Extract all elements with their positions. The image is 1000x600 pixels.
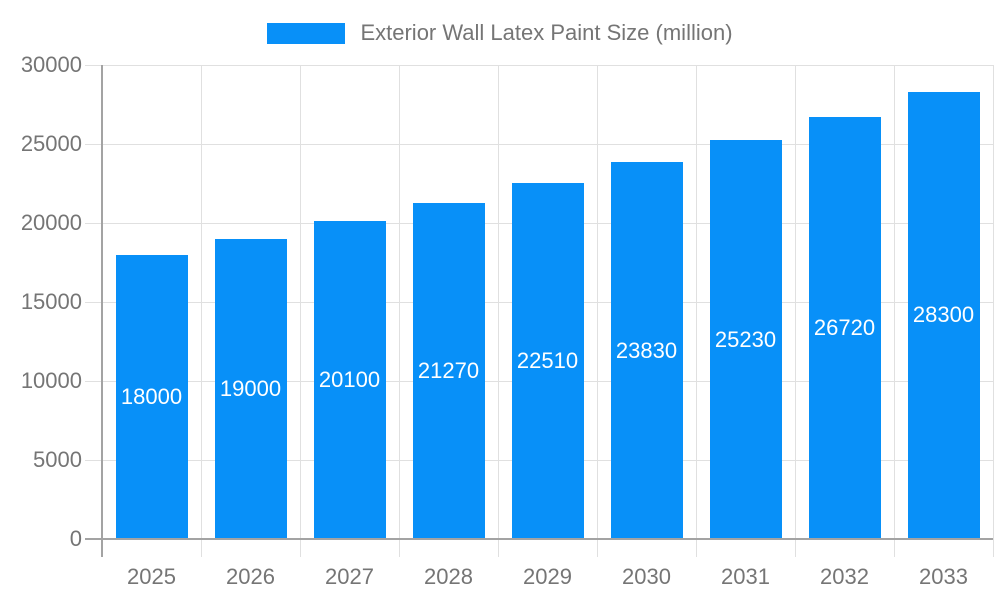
x-axis-tick-label: 2032	[820, 564, 869, 589]
y-axis-tick-label: 5000	[33, 447, 82, 472]
bar[interactable]	[907, 91, 980, 539]
v-gridline	[200, 65, 202, 557]
bar[interactable]	[610, 162, 683, 539]
bar-value-label: 19000	[219, 375, 282, 401]
v-gridline	[398, 65, 400, 557]
x-axis-tick-label: 2028	[424, 564, 473, 589]
v-gridline	[695, 65, 697, 557]
x-axis-line	[85, 538, 993, 540]
bar-value-label: 28300	[912, 302, 975, 328]
bar[interactable]	[511, 183, 584, 539]
y-axis-tick-label: 0	[69, 526, 82, 551]
y-axis-tick-label: 10000	[20, 368, 82, 393]
y-axis-tick-label: 15000	[20, 289, 82, 314]
bar-value-label: 23830	[615, 337, 678, 363]
bar-value-label: 26720	[813, 314, 876, 340]
bar-value-label: 20100	[318, 367, 381, 393]
h-gridline	[85, 64, 993, 66]
bar[interactable]	[313, 221, 386, 539]
x-axis-tick-label: 2026	[226, 564, 275, 589]
y-axis-tick-label: 25000	[20, 131, 82, 156]
x-axis-tick-label: 2029	[523, 564, 572, 589]
legend-swatch-icon	[267, 22, 346, 44]
legend-label: Exterior Wall Latex Paint Size (million)	[360, 20, 733, 45]
x-axis-tick-label: 2027	[325, 564, 374, 589]
legend[interactable]: Exterior Wall Latex Paint Size (million)	[0, 20, 1000, 46]
y-axis-line	[101, 65, 103, 557]
v-gridline	[794, 65, 796, 557]
y-axis-tick-label: 30000	[20, 52, 82, 77]
x-axis-tick-label: 2025	[127, 564, 176, 589]
bar[interactable]	[709, 140, 782, 539]
h-gridline	[85, 143, 993, 145]
bar-value-label: 21270	[417, 357, 480, 383]
y-axis-tick-label: 20000	[20, 210, 82, 235]
bar-value-label: 22510	[516, 348, 579, 374]
bar[interactable]	[808, 116, 881, 539]
v-gridline	[497, 65, 499, 557]
v-gridline	[893, 65, 895, 557]
x-axis-tick-label: 2033	[919, 564, 968, 589]
bar[interactable]	[412, 202, 485, 539]
v-gridline	[992, 65, 994, 557]
bar[interactable]	[115, 254, 188, 539]
v-gridline	[299, 65, 301, 557]
bar-value-label: 25230	[714, 326, 777, 352]
bar[interactable]	[214, 238, 287, 539]
bar-value-label: 18000	[120, 383, 183, 409]
x-axis-tick-label: 2031	[721, 564, 770, 589]
x-axis-tick-label: 2030	[622, 564, 671, 589]
v-gridline	[596, 65, 598, 557]
